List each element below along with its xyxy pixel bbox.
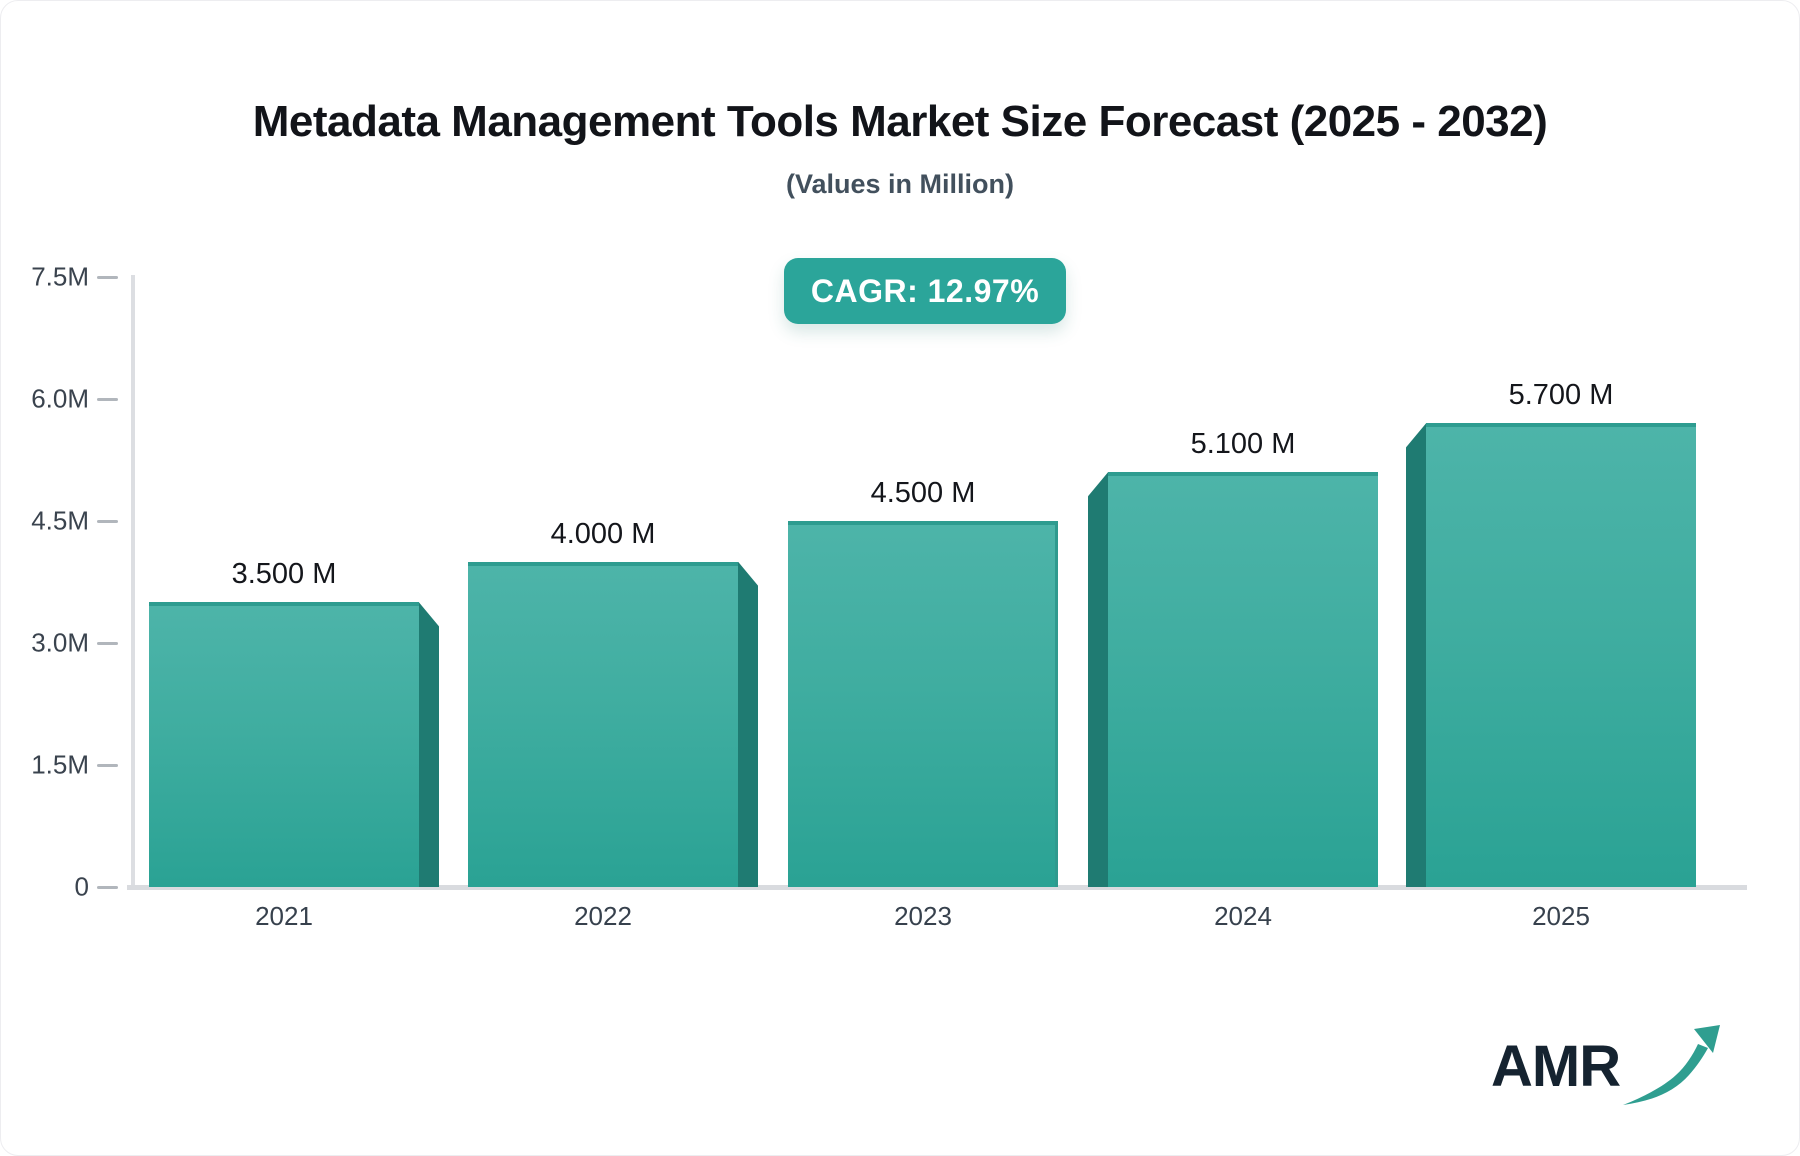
bar-value-label: 4.500 M	[870, 477, 976, 509]
chart-title: Metadata Management Tools Market Size Fo…	[252, 97, 1548, 146]
y-tick-label: 3.0M	[31, 627, 89, 658]
x-axis-label-2022: 2022	[574, 901, 632, 931]
growth-arrow-icon	[1623, 1025, 1720, 1105]
y-tick-dash	[97, 397, 118, 401]
y-tick-label: 4.5M	[31, 505, 89, 536]
bar-2023	[788, 521, 1058, 887]
bar-value-label: 4.000 M	[550, 517, 656, 550]
amr-logo: AMR	[1491, 1015, 1721, 1115]
y-tick-dash	[97, 763, 118, 767]
x-axis-line	[127, 885, 1747, 890]
cagr-badge-label: CAGR: 12.97%	[810, 272, 1040, 309]
x-axis-label-2023: 2023	[894, 901, 952, 931]
y-tick-dash	[97, 885, 118, 889]
x-axis-label-2021: 2021	[255, 901, 313, 931]
x-axis-label-2024: 2024	[1214, 901, 1272, 931]
bar-value-label: 3.500 M	[231, 558, 337, 591]
bar-3d-bevel	[419, 602, 439, 887]
y-tick-label: 1.5M	[31, 749, 89, 780]
y-tick-dash	[97, 519, 118, 523]
y-axis-line	[131, 275, 135, 889]
bar-2024	[1108, 472, 1378, 887]
chart-subtitle: (Values in Million)	[785, 169, 1015, 199]
bar-3d-bevel	[1406, 423, 1426, 887]
bar-2025	[1426, 423, 1696, 887]
bar-value-label: 5.700 M	[1508, 379, 1614, 412]
y-tick-dash	[97, 641, 118, 645]
bar-value-label: 5.100 M	[1190, 428, 1296, 461]
y-tick-label: 6.0M	[31, 383, 89, 414]
amr-logo-text: AMR	[1491, 1034, 1621, 1099]
y-tick-dash	[97, 275, 118, 279]
bar-2021	[149, 602, 419, 887]
bar-3d-bevel	[738, 561, 758, 887]
bar-3d-bevel	[1088, 472, 1108, 887]
y-tick-label: 7.5M	[31, 261, 89, 292]
x-axis-label-2025: 2025	[1532, 901, 1590, 931]
y-tick-label: 0	[74, 871, 89, 902]
cagr-badge: CAGR: 12.97%	[784, 258, 1066, 324]
bar-2022	[468, 561, 738, 887]
